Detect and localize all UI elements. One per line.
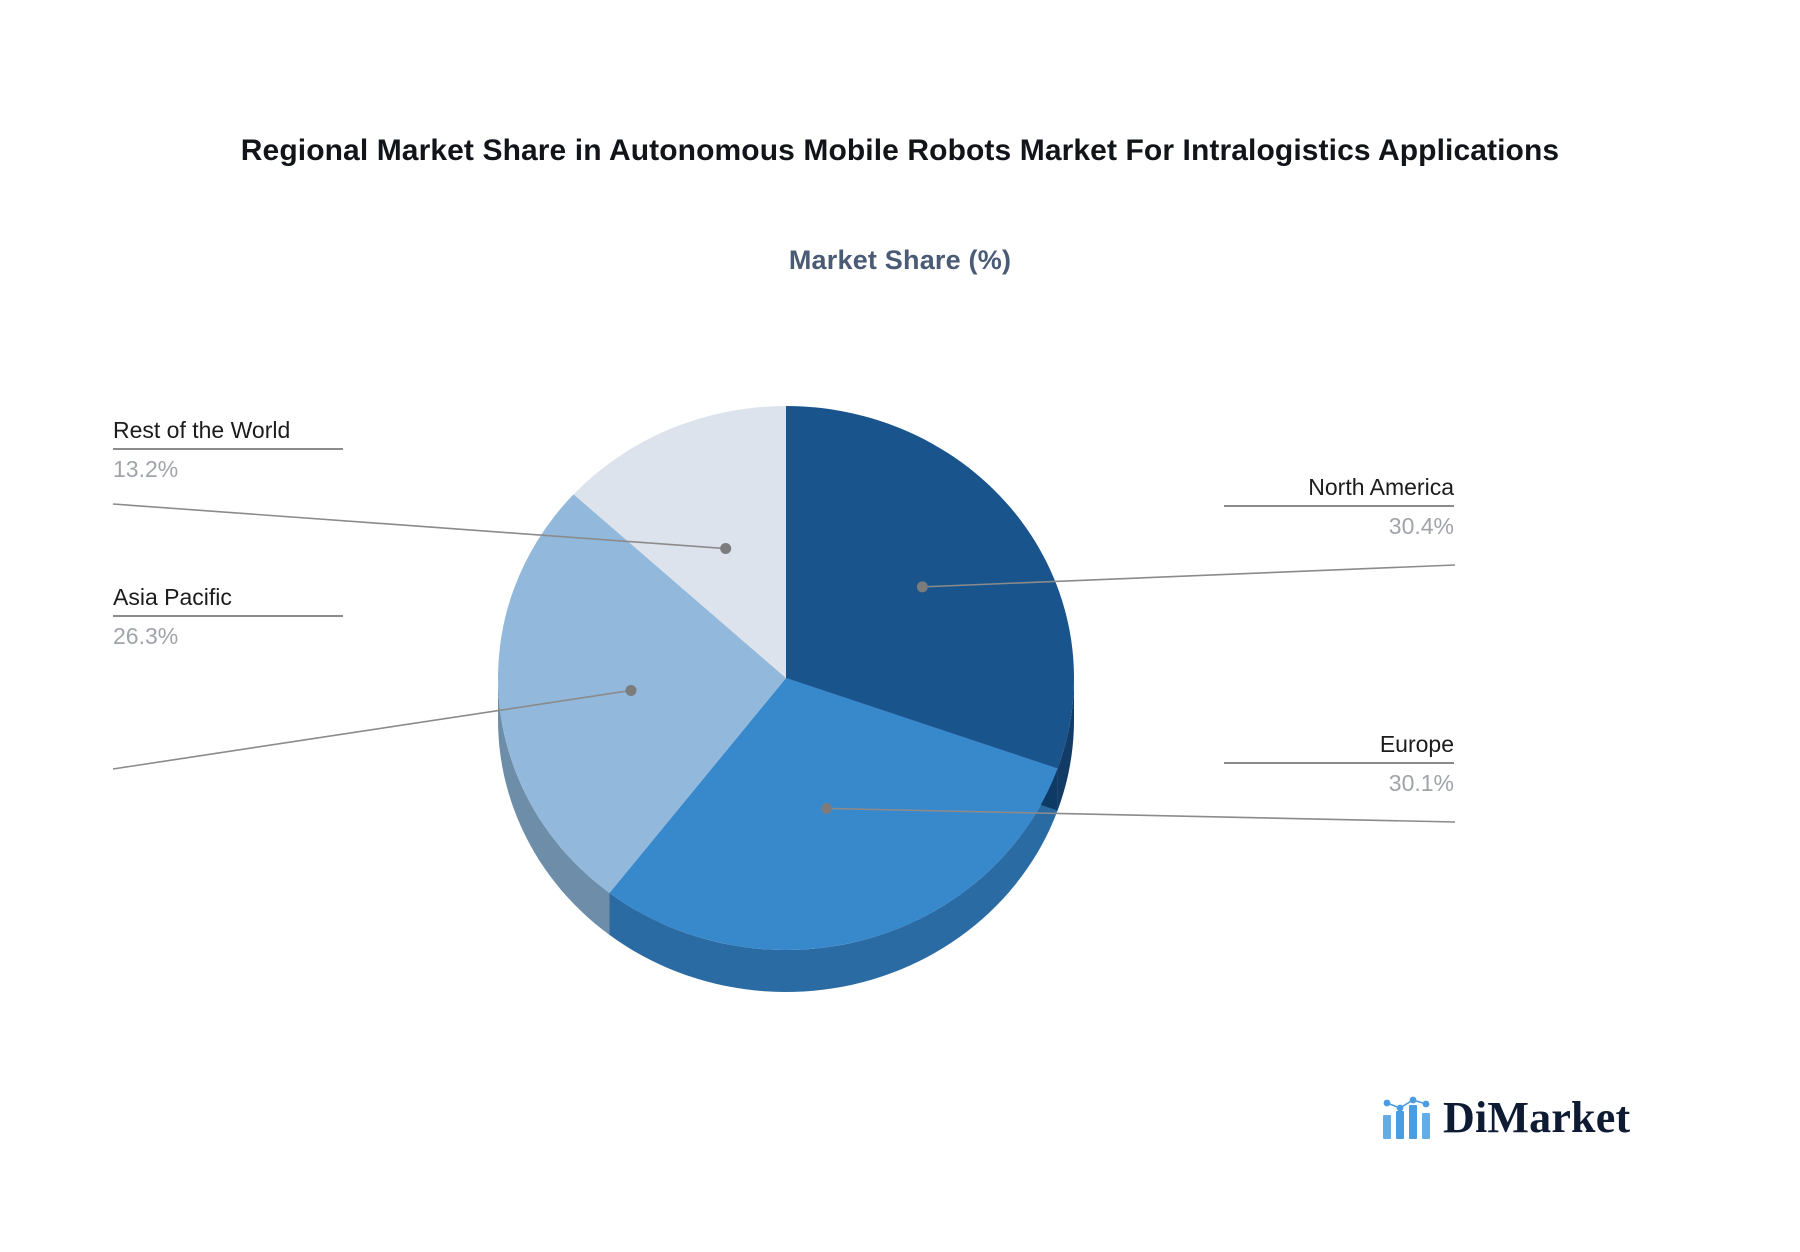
pie-slice-asia-pacific: [498, 494, 786, 893]
logo-dot-3: [1422, 1100, 1430, 1108]
callout-value: 30.4%: [1388, 513, 1454, 540]
callout-label: Asia Pacific: [113, 584, 232, 610]
leader-line-europe: [826, 807, 1456, 823]
pie-leader-lines: [112, 503, 1456, 823]
pie-slice-europe: [609, 678, 1058, 951]
callout-value: 30.1%: [1388, 770, 1454, 797]
callout-rest-of-the-world: Rest of the World 13.2%: [113, 416, 343, 487]
leader-dot-rest-of-the-world: [720, 543, 732, 555]
callout-label: Rest of the World: [113, 417, 291, 443]
logo-bar-1: [1396, 1111, 1404, 1139]
leader-line-north-america: [922, 564, 1456, 588]
pie-side-wall: [609, 768, 1058, 992]
leader-dot-asia-pacific: [625, 684, 637, 696]
pie-side-wall: [1057, 678, 1074, 811]
callout-north-america: North America 30.4%: [1224, 473, 1454, 544]
callout-value: 13.2%: [113, 456, 179, 483]
callout-europe: Europe 30.1%: [1224, 730, 1454, 801]
logo-bar-2: [1409, 1105, 1417, 1139]
logo-dot-0: [1383, 1099, 1391, 1107]
chart-subtitle: Market Share (%): [788, 245, 1012, 275]
logo-connector-line: [1386, 1099, 1427, 1109]
logo-bar-3: [1422, 1113, 1430, 1139]
brand-name: DiMarket: [1443, 1093, 1631, 1142]
leader-dot-europe: [821, 802, 833, 814]
leader-dot-north-america: [916, 581, 928, 593]
callout-value: 26.3%: [113, 623, 179, 650]
callout-rule: [1224, 505, 1454, 508]
callout-rule: [113, 448, 343, 451]
callout-label: Europe: [1379, 731, 1454, 757]
leader-line-rest-of-the-world: [112, 503, 726, 550]
pie-slice-rest-of-the-world: [573, 406, 786, 678]
callout-rule: [1224, 762, 1454, 765]
leader-line-asia-pacific: [112, 689, 632, 770]
logo-dot-1: [1396, 1104, 1404, 1112]
pie-side-wall: [498, 678, 610, 935]
callout-asia-pacific: Asia Pacific 26.3%: [113, 583, 343, 654]
callout-label: North America: [1308, 474, 1454, 500]
callout-rule: [113, 615, 343, 618]
logo-dot-2: [1409, 1096, 1417, 1104]
pie-top-faces: [498, 406, 1075, 951]
brand-logo: DiMarket: [1380, 1095, 1630, 1141]
logo-bar-0: [1383, 1115, 1391, 1139]
bar-chart-logo-icon: [1383, 1096, 1430, 1139]
chart-title: Regional Market Share in Autonomous Mobi…: [240, 134, 1560, 167]
